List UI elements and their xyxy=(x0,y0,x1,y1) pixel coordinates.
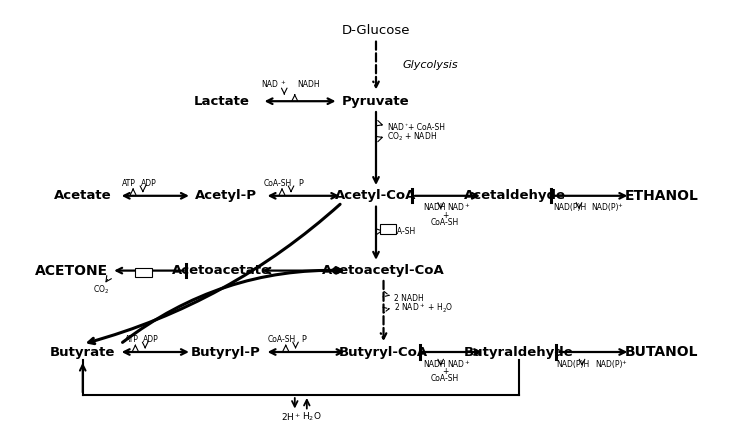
Text: NAD(P): NAD(P) xyxy=(592,203,619,212)
Text: Acetyl-CoA: Acetyl-CoA xyxy=(335,189,417,202)
Text: Acetaldehyde: Acetaldehyde xyxy=(464,189,566,202)
Text: NADH: NADH xyxy=(423,360,446,369)
Text: Acetyl-P: Acetyl-P xyxy=(195,189,256,202)
Text: Glycolysis: Glycolysis xyxy=(402,60,458,70)
Text: +: + xyxy=(442,367,448,376)
Text: Lactate: Lactate xyxy=(194,95,250,108)
Text: NAD: NAD xyxy=(447,203,464,212)
Text: +: + xyxy=(617,203,622,208)
Text: $^+$: $^+$ xyxy=(404,123,410,128)
Text: NAD: NAD xyxy=(262,80,278,89)
Text: Pyruvate: Pyruvate xyxy=(342,95,410,108)
Text: BUTANOL: BUTANOL xyxy=(625,345,699,359)
Text: 2 NAD$^+$ + H$_2$O: 2 NAD$^+$ + H$_2$O xyxy=(394,302,453,315)
Text: H$_2$O: H$_2$O xyxy=(302,411,322,423)
Text: CoA-SH: CoA-SH xyxy=(268,335,296,344)
Text: CO$_2$ + NADH: CO$_2$ + NADH xyxy=(387,130,438,143)
Text: NADH: NADH xyxy=(423,203,446,212)
Text: 2H$^+$: 2H$^+$ xyxy=(280,411,302,423)
Text: Acetoacetate: Acetoacetate xyxy=(172,264,271,277)
Text: + CoA-SH: + CoA-SH xyxy=(408,123,444,132)
Text: Acetoacetyl-CoA: Acetoacetyl-CoA xyxy=(322,264,445,277)
Text: Butyryl-CoA: Butyryl-CoA xyxy=(339,345,428,359)
Text: CoA-SH: CoA-SH xyxy=(388,227,417,235)
Text: NAD(P)H: NAD(P)H xyxy=(553,203,587,212)
Text: ETHANOL: ETHANOL xyxy=(625,189,699,203)
Text: Pᴵ: Pᴵ xyxy=(298,180,304,188)
Text: +: + xyxy=(465,203,469,208)
Text: CoA-SH: CoA-SH xyxy=(264,180,293,188)
Text: Acetate: Acetate xyxy=(54,189,111,202)
Text: Butyraldehyde: Butyraldehyde xyxy=(464,345,574,359)
Text: ATP: ATP xyxy=(125,335,138,344)
Text: +: + xyxy=(465,359,469,365)
Text: NAD: NAD xyxy=(387,123,404,132)
Text: CoA-SH: CoA-SH xyxy=(431,374,459,383)
Text: +: + xyxy=(280,80,285,85)
Text: Butyryl-P: Butyryl-P xyxy=(191,345,260,359)
Text: Butyrate: Butyrate xyxy=(50,345,115,359)
Text: ADP: ADP xyxy=(141,180,156,188)
Text: NAD(P)H: NAD(P)H xyxy=(556,360,590,369)
Text: CoA-SH: CoA-SH xyxy=(431,218,459,227)
Text: ATP: ATP xyxy=(123,180,136,188)
Text: 2 NADH: 2 NADH xyxy=(394,294,424,303)
Text: D-Glucose: D-Glucose xyxy=(341,24,411,37)
FancyBboxPatch shape xyxy=(135,268,152,277)
Text: NAD(P): NAD(P) xyxy=(596,360,623,369)
Text: ACETONE: ACETONE xyxy=(35,264,108,278)
Text: ADP: ADP xyxy=(143,335,158,344)
Text: NADH: NADH xyxy=(297,80,320,89)
Text: NAD: NAD xyxy=(447,360,464,369)
Text: +: + xyxy=(621,359,626,365)
Text: +: + xyxy=(442,211,448,220)
Text: Pᴵ: Pᴵ xyxy=(302,335,308,344)
Text: CO$_2$: CO$_2$ xyxy=(93,283,110,296)
FancyBboxPatch shape xyxy=(380,224,396,234)
